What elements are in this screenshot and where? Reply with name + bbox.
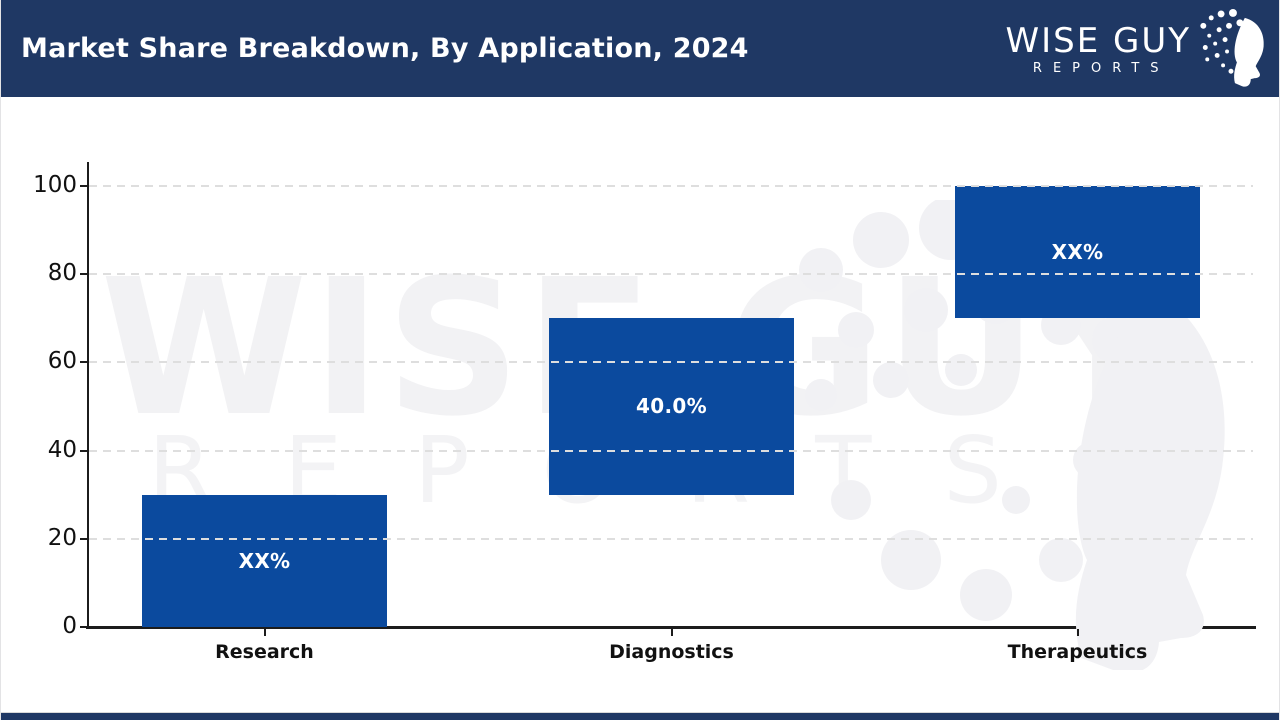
bar-research: XX% <box>142 494 387 627</box>
chart-title: Market Share Breakdown, By Application, … <box>21 33 749 64</box>
gridline <box>89 449 1253 452</box>
gridline <box>89 537 1253 540</box>
y-axis-tick-label: 80 <box>47 260 77 287</box>
plot-area: XX% 40.0% XX% 0 20 40 60 80 100 Research Diagnosti… <box>1 97 1279 713</box>
y-axis-tick-label: 0 <box>62 613 77 639</box>
y-axis-tick-label: 60 <box>47 348 77 375</box>
x-axis-tick <box>263 629 266 636</box>
x-axis-category-label: Research <box>215 641 314 663</box>
gridline <box>89 273 1253 276</box>
bar-value-label: XX% <box>1051 240 1104 265</box>
logo-reports-label: REPORTS <box>1032 61 1170 77</box>
y-axis <box>87 162 89 629</box>
y-axis-tick <box>80 361 88 364</box>
y-axis-tick <box>80 449 88 452</box>
logo-text: WISE GUY REPORTS <box>1005 20 1191 77</box>
y-axis-tick <box>80 273 88 276</box>
x-axis-category-label: Diagnostics <box>609 641 734 663</box>
wiseguy-logo: WISE GUY REPORTS <box>1005 8 1267 92</box>
y-axis-tick-label: 40 <box>47 436 77 463</box>
logo-face-icon <box>1200 8 1264 87</box>
bar-diagnostics: 40.0% <box>549 318 794 495</box>
x-axis <box>86 626 1256 629</box>
y-axis-tick <box>80 537 88 540</box>
header-bar: Market Share Breakdown, By Application, … <box>1 0 1279 97</box>
gridline <box>89 361 1253 364</box>
y-axis-tick <box>80 185 88 187</box>
bar-value-label: 40.0% <box>636 394 707 419</box>
x-axis-tick <box>1076 629 1079 636</box>
gridline <box>89 185 1253 187</box>
y-axis-tick-label: 100 <box>33 172 77 198</box>
y-axis-tick-label: 20 <box>47 524 77 551</box>
logo-wiseguy-label: WISE GUY <box>1005 20 1191 61</box>
bar-value-label: XX% <box>238 548 291 573</box>
bar-therapeutics: XX% <box>955 186 1200 319</box>
bottom-divider <box>1 712 1279 713</box>
x-axis-category-label: Therapeutics <box>1007 641 1148 663</box>
y-axis-tick <box>80 626 88 628</box>
x-axis-tick <box>670 629 673 636</box>
footer-bar <box>1 713 1279 720</box>
